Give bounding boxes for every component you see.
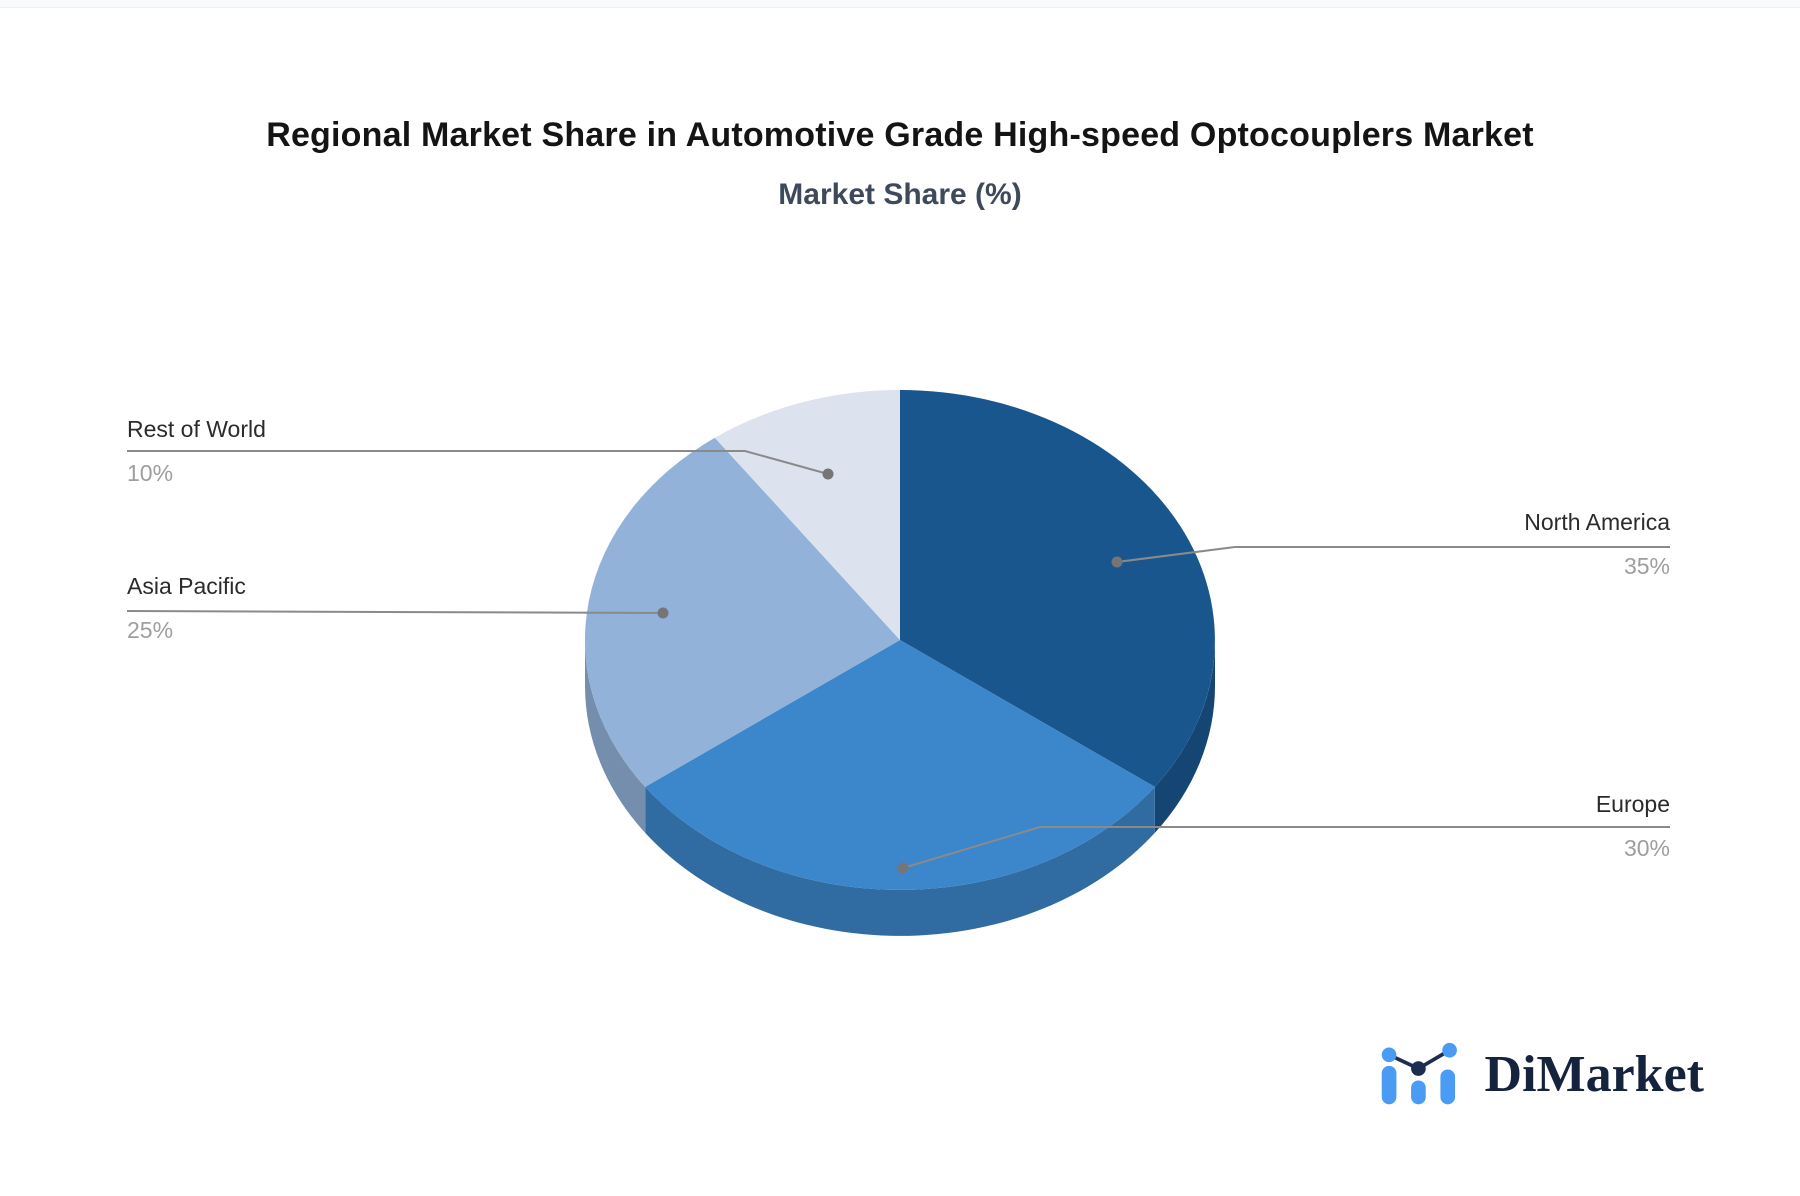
leader-dot-rest-of-world: [822, 468, 834, 480]
slice-value-text: 35%: [1623, 553, 1670, 579]
pie-slice-asia-pacific[interactable]: [585, 437, 900, 787]
logo-bar: [1410, 1080, 1426, 1105]
label-rest-of-world: Rest of World 10%: [127, 416, 607, 487]
leader-line-rest-of-world: [127, 450, 829, 475]
slice-value-text: 30%: [1623, 835, 1670, 861]
slice-label-text: Europe: [1595, 791, 1670, 817]
slice-value-text: 25%: [127, 617, 174, 643]
logo-dot: [1441, 1042, 1457, 1058]
logo-dot-dark: [1410, 1061, 1426, 1076]
logo-bar: [1381, 1065, 1396, 1105]
dimarket-logo: DiMarket: [1377, 1042, 1704, 1108]
slice-label-text: Asia Pacific: [127, 573, 246, 599]
pie-slice-rest-of-world[interactable]: [714, 389, 900, 640]
label-north-america: North America 35%: [1190, 509, 1670, 580]
chart-title: Regional Market Share in Automotive Grad…: [266, 116, 1534, 154]
logo-bar: [1439, 1069, 1455, 1105]
slice-label-text: Rest of World: [127, 416, 266, 442]
slice-value-text: 10%: [127, 460, 174, 486]
pie-slice-north-america[interactable]: [900, 390, 1215, 787]
chart-subtitle: Market Share (%): [778, 178, 1022, 211]
pie-slice-side-asia-pacific: [585, 640, 646, 833]
leader-line-north-america: [1116, 546, 1670, 563]
page-top-strip: [0, 0, 1800, 8]
pie-slice-europe[interactable]: [645, 640, 1155, 890]
label-europe: Europe 30%: [1190, 791, 1670, 862]
pie-slice-side-north-america: [1154, 640, 1215, 833]
leader-dot-asia-pacific: [657, 607, 669, 619]
dimarket-logo-icon: [1381, 1042, 1457, 1105]
leader-line-europe: [902, 826, 1670, 869]
dimarket-logo-text: DiMarket: [1484, 1046, 1704, 1103]
leader-dot-north-america: [1111, 556, 1123, 568]
pie-slice-side-europe: [645, 786, 1155, 936]
leader-dot-europe: [897, 862, 909, 874]
slice-label-text: North America: [1524, 509, 1670, 535]
logo-dot: [1381, 1047, 1396, 1063]
label-asia-pacific: Asia Pacific 25%: [127, 573, 607, 644]
leader-line-asia-pacific: [126, 610, 664, 614]
